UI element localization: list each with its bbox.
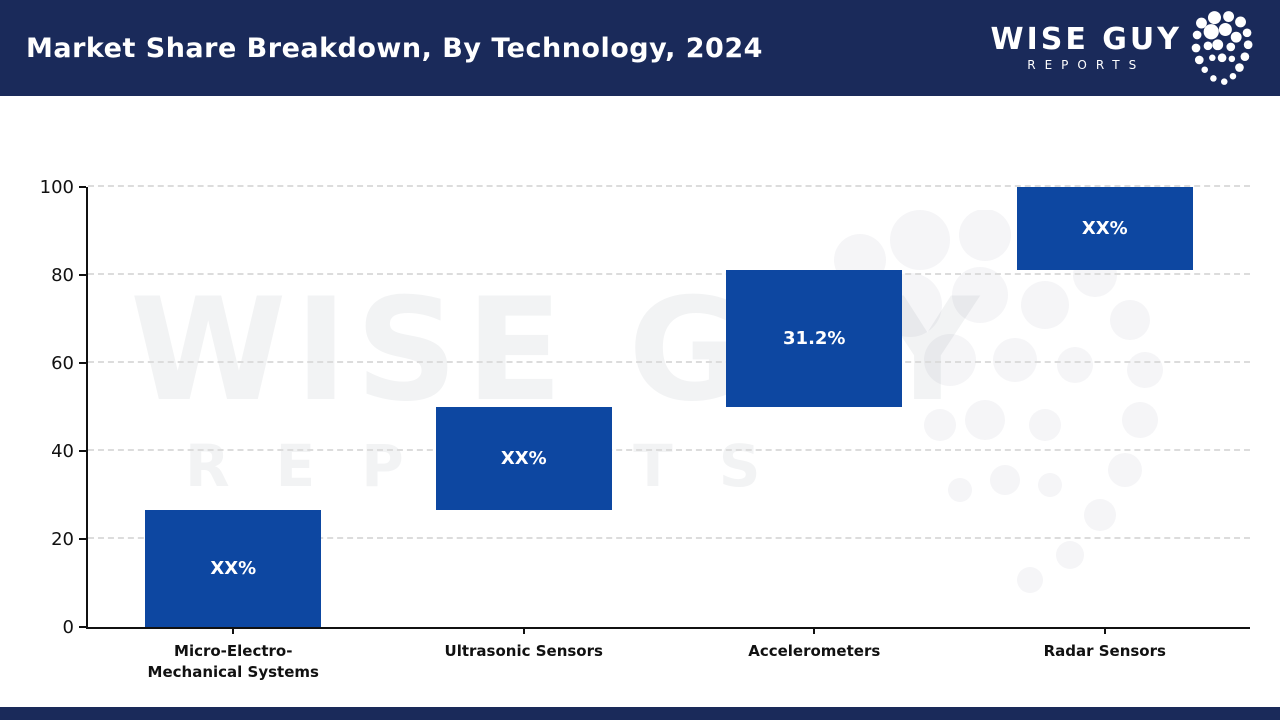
gridline [88,361,1250,363]
y-tick-mark [79,538,86,540]
brand-name: WISE GUY [990,21,1182,57]
y-tick-label: 80 [51,265,74,286]
y-tick-mark [79,626,86,628]
y-tick-label: 100 [39,177,74,198]
x-axis-line [86,627,1250,629]
plot-area: 0 20 40 60 80 100 XX% Micro-Electro- Mechanical… [40,177,1250,681]
header-bar: Market Share Breakdown, By Technology, 2… [0,0,1280,96]
bar-value-label: 31.2% [783,327,846,349]
x-tick-mark [1103,627,1106,634]
gridline [88,449,1250,451]
gridline [88,185,1250,187]
gridline [88,537,1250,539]
y-tick-label: 60 [51,353,74,374]
x-category-label: Accelerometers [748,642,881,660]
brand-subtitle: REPORTS [1027,58,1146,73]
bar-value-label: XX% [210,558,257,580]
x-category-label: Radar Sensors [1043,642,1166,660]
bar-value-label: XX% [500,448,547,470]
y-tick-mark [79,450,86,452]
bar: XX% [435,407,612,511]
footer-bar [0,707,1280,720]
brand-head-dots-icon [1191,11,1253,85]
bar-value-label: XX% [1081,217,1128,239]
chart-area: 0 20 40 60 80 100 XX% Micro-Electro- Mechanical… [0,96,1280,707]
y-tick-mark [79,186,86,188]
bar: XX% [1016,187,1193,270]
bar: XX% [145,510,322,627]
brand-logo-text: WISE GUY REPORTS [990,24,1182,73]
y-axis-line [86,187,88,627]
x-tick-mark [813,627,816,634]
x-category-label: Micro-Electro- Mechanical Systems [147,642,319,681]
y-tick-label: 0 [62,617,74,638]
x-category-label: Ultrasonic Sensors [444,642,603,660]
gridline [88,273,1250,275]
x-tick-mark [522,627,525,634]
x-tick-mark [232,627,235,634]
y-tick-mark [79,274,86,276]
y-tick-mark [79,362,86,364]
page-title: Market Share Breakdown, By Technology, 2… [26,32,763,64]
brand-logo: WISE GUY REPORTS [990,10,1254,86]
y-tick-label: 20 [51,529,74,550]
bar: 31.2% [726,269,903,407]
y-tick-label: 40 [51,441,74,462]
